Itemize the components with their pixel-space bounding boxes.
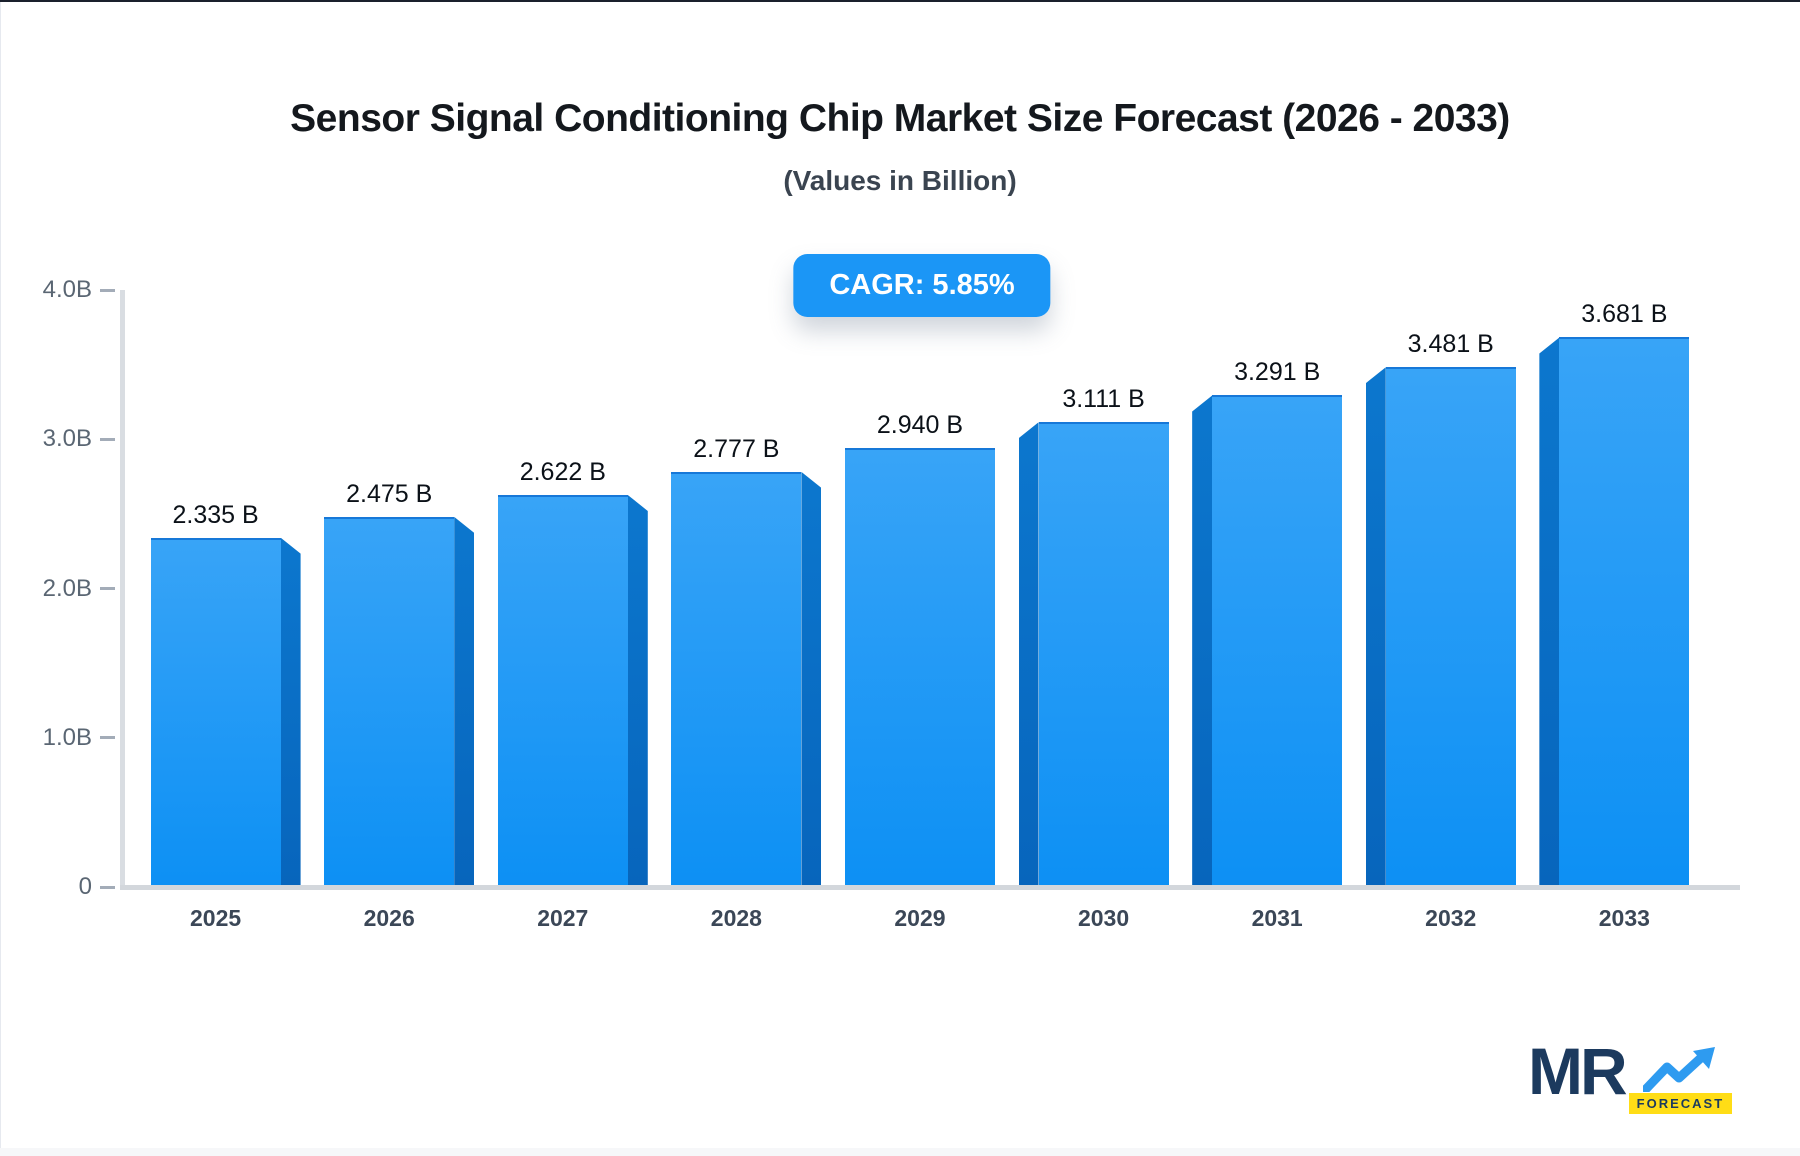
bar-side-panel — [627, 494, 648, 885]
bar: 3.111 B — [1018, 385, 1169, 885]
bar-side-panel — [801, 471, 822, 885]
x-tick-label: 2027 — [537, 905, 589, 931]
bar-value-label: 2.777 B — [693, 434, 780, 463]
y-tick-label: 2.0B — [42, 574, 92, 602]
logo-sub-text: FORECAST — [1628, 1093, 1733, 1114]
x-tick-label: 2033 — [1598, 905, 1650, 931]
bar-value-label: 2.622 B — [519, 457, 606, 486]
bar: 3.681 B — [1539, 300, 1690, 885]
y-tick-label: 3.0B — [42, 425, 92, 453]
bar-face — [1212, 395, 1343, 885]
y-axis-line — [120, 290, 125, 889]
y-tick-label: 1.0B — [42, 723, 92, 751]
bar-face — [844, 447, 995, 885]
page-subtitle: (Values in Billion) — [783, 165, 1017, 196]
bar: 2.622 B — [497, 458, 648, 885]
page-title: Sensor Signal Conditioning Chip Market S… — [290, 97, 1510, 140]
bar-value-label: 2.940 B — [876, 410, 964, 439]
bar-side-panel — [280, 537, 301, 885]
bar-value-label: 3.291 B — [1234, 358, 1321, 387]
x-tick-label: 2029 — [894, 905, 946, 931]
bar: 3.291 B — [1192, 358, 1343, 885]
y-tick-label: 4.0B — [42, 276, 92, 303]
x-axis-labels: 2025 2026 2027 2028 2029 2030 2031 2032 2033 — [127, 905, 1713, 932]
x-tick-label: 2028 — [710, 905, 762, 931]
cagr-badge: CAGR: 5.85% — [793, 254, 1051, 317]
logo-brand-text: MR — [1528, 1034, 1628, 1108]
bar-face — [1038, 422, 1169, 885]
bar-face — [324, 516, 455, 885]
bar-face — [497, 494, 628, 885]
bar: 2.335 B — [150, 501, 301, 885]
y-tick-label: 0 — [78, 873, 92, 900]
trend-up-arrow-icon — [1643, 1047, 1716, 1092]
y-tick-mark — [100, 288, 115, 292]
bar-face — [1559, 337, 1690, 885]
y-tick-mark — [100, 437, 115, 441]
bar-face — [150, 537, 281, 885]
bar-side-panel — [454, 516, 475, 885]
bar: 2.940 B — [844, 411, 995, 885]
bars-row: 2.335 B 2.475 B 2.622 B 2.777 B 2.940 B 3.111… — [127, 290, 1713, 885]
bar-face — [671, 471, 802, 885]
bar: 2.475 B — [324, 480, 475, 885]
x-tick-label: 2026 — [363, 905, 415, 931]
bar-face — [1385, 367, 1516, 885]
bar-value-label: 2.475 B — [346, 479, 433, 508]
bar-value-label: 3.681 B — [1581, 300, 1668, 329]
bar: 3.481 B — [1365, 330, 1516, 885]
y-tick-mark — [100, 736, 115, 740]
bar-side-panel — [1018, 422, 1039, 885]
y-tick-mark — [100, 885, 115, 889]
x-tick-label: 2031 — [1251, 905, 1303, 931]
bar-side-panel — [1365, 367, 1386, 885]
bar-value-label: 3.111 B — [1062, 385, 1145, 414]
x-tick-label: 2032 — [1425, 905, 1477, 931]
mr-forecast-logo: MR FORECAST — [1528, 1034, 1733, 1114]
bar-value-label: 2.335 B — [172, 500, 259, 529]
bar-side-panel — [1192, 395, 1213, 885]
x-tick-label: 2025 — [190, 905, 242, 931]
logo-right-block: FORECAST — [1628, 1046, 1733, 1114]
bar-value-label: 3.481 B — [1407, 330, 1494, 359]
bar: 2.777 B — [671, 435, 822, 885]
x-axis-line — [120, 885, 1740, 890]
x-tick-label: 2030 — [1077, 905, 1130, 931]
y-tick-mark — [100, 587, 115, 590]
bar-side-panel — [1539, 337, 1560, 885]
